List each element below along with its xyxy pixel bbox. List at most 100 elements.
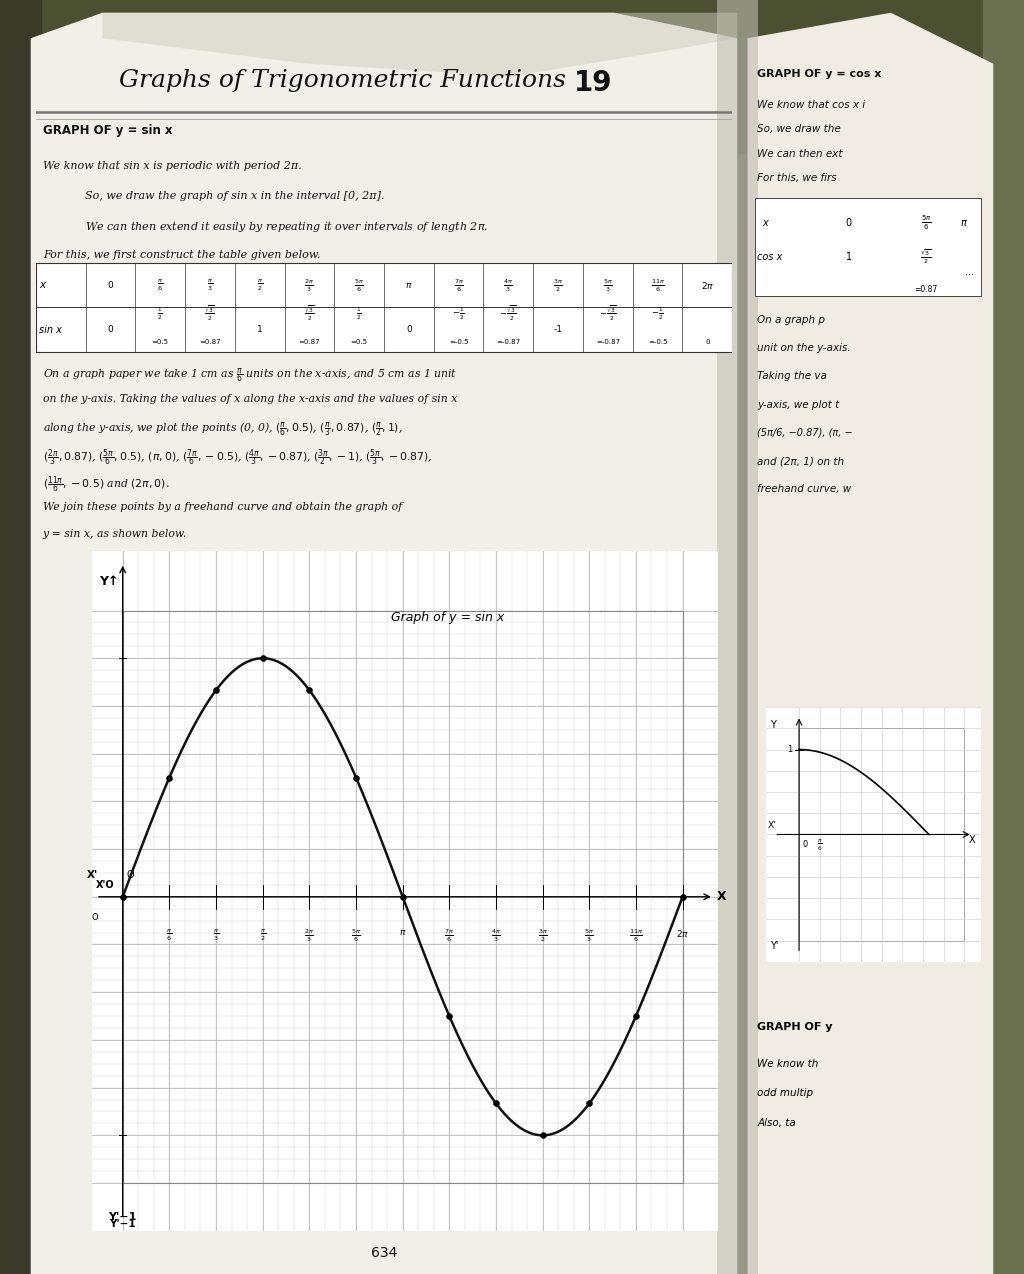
- Text: On a graph p: On a graph p: [758, 315, 825, 325]
- Text: cos x: cos x: [758, 252, 782, 262]
- Text: 0: 0: [108, 280, 114, 289]
- Text: x: x: [39, 280, 45, 290]
- Text: $(\frac{11\pi}{6}, -0.5)$ and $(2\pi, 0)$.: $(\frac{11\pi}{6}, -0.5)$ and $(2\pi, 0)…: [43, 475, 169, 496]
- Text: $\pi$: $\pi$: [961, 218, 969, 228]
- Text: $\frac{\pi}{2}$: $\frac{\pi}{2}$: [257, 278, 263, 293]
- Text: unit on the y-axis.: unit on the y-axis.: [758, 343, 851, 353]
- Text: $\frac{11\pi}{6}$: $\frac{11\pi}{6}$: [629, 927, 643, 944]
- Text: $\frac{\pi}{3}$: $\frac{\pi}{3}$: [213, 927, 219, 943]
- Text: odd multip: odd multip: [758, 1088, 814, 1098]
- Text: $\frac{5\pi}{6}$: $\frac{5\pi}{6}$: [921, 214, 931, 232]
- Point: [675, 887, 691, 907]
- Polygon shape: [0, 0, 41, 1274]
- Text: $\pi$: $\pi$: [399, 927, 407, 936]
- Bar: [799, 729, 965, 940]
- Text: along the y-axis, we plot the points (0, 0), $(\frac{\pi}{6}, 0.5)$, $(\frac{\pi: along the y-axis, we plot the points (0,…: [43, 420, 402, 440]
- Text: $\frac{1}{2}$: $\frac{1}{2}$: [158, 306, 163, 322]
- Text: $\frac{5\pi}{3}$: $\frac{5\pi}{3}$: [585, 927, 594, 944]
- Text: $\frac{5\pi}{6}$: $\frac{5\pi}{6}$: [351, 927, 361, 944]
- Point: [628, 1006, 644, 1027]
- Text: $2\pi$: $2\pi$: [700, 280, 714, 290]
- Text: =-0.5: =-0.5: [648, 339, 668, 345]
- Text: 634: 634: [371, 1246, 397, 1260]
- Text: =0.5: =0.5: [152, 339, 169, 345]
- Text: Y'−1: Y'−1: [110, 1219, 136, 1229]
- Text: $\frac{\sqrt{3}}{2}$: $\frac{\sqrt{3}}{2}$: [205, 304, 215, 324]
- Polygon shape: [31, 13, 737, 1274]
- Text: 0: 0: [803, 841, 808, 850]
- Text: =-0.5: =-0.5: [449, 339, 468, 345]
- Text: $\pi$: $\pi$: [406, 280, 413, 289]
- Text: Graph of y = sin x: Graph of y = sin x: [390, 610, 504, 623]
- Text: $\frac{3\pi}{2}$: $\frac{3\pi}{2}$: [538, 927, 548, 944]
- Text: $2\pi$: $2\pi$: [676, 927, 689, 939]
- Text: $-\frac{\sqrt{3}}{2}$: $-\frac{\sqrt{3}}{2}$: [500, 304, 517, 324]
- Text: $\frac{\pi}{6}$: $\frac{\pi}{6}$: [157, 278, 163, 293]
- Text: For this, we first construct the table given below.: For this, we first construct the table g…: [43, 250, 321, 260]
- Text: So, we draw the: So, we draw the: [758, 125, 841, 134]
- Text: y = sin x, as shown below.: y = sin x, as shown below.: [43, 529, 187, 539]
- Text: $\frac{\pi}{6}$: $\frac{\pi}{6}$: [817, 838, 822, 854]
- Text: $-\frac{1}{2}$: $-\frac{1}{2}$: [453, 306, 465, 322]
- Point: [487, 1093, 504, 1113]
- Text: Y↑: Y↑: [98, 575, 118, 587]
- Text: Y'−1: Y'−1: [109, 1212, 137, 1222]
- Text: Y: Y: [770, 720, 776, 730]
- Text: $\frac{11\pi}{6}$: $\frac{11\pi}{6}$: [650, 276, 665, 293]
- Text: $\frac{\pi}{2}$: $\frac{\pi}{2}$: [260, 927, 265, 943]
- Text: ...: ...: [965, 266, 974, 276]
- Text: x: x: [762, 218, 768, 228]
- Point: [348, 767, 365, 787]
- Polygon shape: [748, 13, 993, 1274]
- Text: So, we draw the graph of sin x in the interval [0, 2π].: So, we draw the graph of sin x in the in…: [85, 191, 384, 201]
- Text: $\frac{4\pi}{3}$: $\frac{4\pi}{3}$: [490, 927, 501, 944]
- Text: X'O: X'O: [96, 879, 115, 889]
- Text: 0: 0: [108, 325, 114, 334]
- Text: We know th: We know th: [758, 1059, 819, 1069]
- Text: $(\frac{2\pi}{3}, 0.87)$, $(\frac{5\pi}{6}, 0.5)$, $(\pi, 0)$, $(\frac{7\pi}{6},: $(\frac{2\pi}{3}, 0.87)$, $(\frac{5\pi}{…: [43, 447, 432, 469]
- Text: 1: 1: [257, 325, 262, 334]
- Text: $\frac{\sqrt{3}}{2}$: $\frac{\sqrt{3}}{2}$: [921, 248, 932, 266]
- Point: [394, 887, 411, 907]
- Text: -1: -1: [554, 325, 562, 334]
- Text: Y': Y': [770, 941, 778, 952]
- Text: $\frac{\pi}{3}$: $\frac{\pi}{3}$: [207, 278, 213, 293]
- Point: [255, 648, 271, 669]
- Text: Graphs of Trigonometric Functions: Graphs of Trigonometric Functions: [119, 69, 565, 92]
- Text: 19: 19: [573, 69, 612, 97]
- Text: We know that sin x is periodic with period 2π.: We know that sin x is periodic with peri…: [43, 161, 301, 171]
- Text: $\frac{4\pi}{3}$: $\frac{4\pi}{3}$: [504, 276, 513, 293]
- Text: $\frac{\sqrt{3}}{2}$: $\frac{\sqrt{3}}{2}$: [304, 304, 314, 324]
- Text: $-\frac{1}{2}$: $-\frac{1}{2}$: [651, 306, 664, 322]
- Text: $\frac{1}{2}$: $\frac{1}{2}$: [356, 306, 362, 322]
- Text: 1: 1: [787, 745, 793, 754]
- Point: [441, 1006, 458, 1027]
- Point: [161, 767, 177, 787]
- Text: 0: 0: [406, 325, 412, 334]
- Text: $\frac{7\pi}{6}$: $\frac{7\pi}{6}$: [454, 276, 464, 293]
- Text: $\frac{2\pi}{3}$: $\frac{2\pi}{3}$: [304, 927, 314, 944]
- Text: On a graph paper we take 1 cm as $\frac{\pi}{6}$ units on the x-axis, and 5 cm a: On a graph paper we take 1 cm as $\frac{…: [43, 367, 457, 385]
- Text: =-0.87: =-0.87: [497, 339, 520, 345]
- Point: [581, 1093, 597, 1113]
- Text: $\frac{\pi}{6}$: $\frac{\pi}{6}$: [166, 927, 172, 943]
- Text: 0: 0: [706, 339, 710, 345]
- Text: =0.87: =0.87: [914, 284, 938, 293]
- Text: GRAPH OF y = cos x: GRAPH OF y = cos x: [758, 69, 882, 79]
- Point: [208, 680, 224, 701]
- Bar: [36, 264, 732, 352]
- Text: $-\frac{\sqrt{3}}{2}$: $-\frac{\sqrt{3}}{2}$: [599, 304, 616, 324]
- Text: $\frac{7\pi}{6}$: $\frac{7\pi}{6}$: [444, 927, 455, 944]
- Polygon shape: [102, 13, 737, 76]
- Text: freehand curve, w: freehand curve, w: [758, 484, 852, 494]
- Text: We can then ext: We can then ext: [758, 149, 843, 159]
- Text: We know that cos x i: We know that cos x i: [758, 99, 865, 110]
- Text: =0.87: =0.87: [299, 339, 321, 345]
- Text: =0.5: =0.5: [350, 339, 368, 345]
- Text: =0.87: =0.87: [199, 339, 221, 345]
- Text: sin x: sin x: [39, 325, 62, 335]
- Text: We join these points by a freehand curve and obtain the graph of: We join these points by a freehand curve…: [43, 502, 402, 512]
- Text: and (2π, 1) on th: and (2π, 1) on th: [758, 456, 845, 466]
- Text: y-axis, we plot t: y-axis, we plot t: [758, 400, 840, 410]
- Text: X': X': [87, 870, 97, 880]
